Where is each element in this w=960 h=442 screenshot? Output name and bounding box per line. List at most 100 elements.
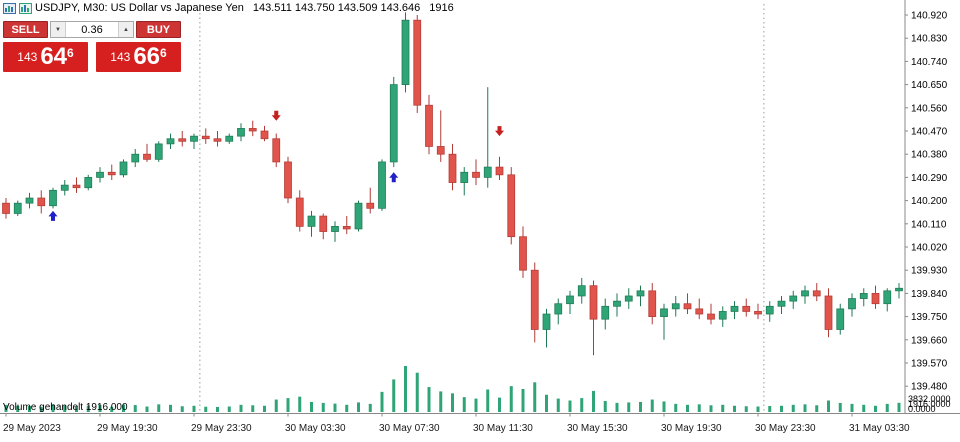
- volume-bar: [462, 397, 466, 412]
- volume-bar: [568, 400, 572, 412]
- candle-body: [589, 285, 598, 320]
- candle-body: [436, 146, 445, 155]
- volume-bar: [897, 402, 901, 412]
- candle-body: [13, 202, 22, 214]
- volume-bar: [815, 405, 819, 412]
- candle-body: [507, 174, 516, 238]
- chart-header: USDJPY, M30: US Dollar vs Japanese Yen 1…: [3, 2, 454, 14]
- volume-bar: [838, 402, 842, 412]
- candle-body: [742, 305, 751, 312]
- candle-body: [166, 138, 175, 145]
- volume-bar: [415, 372, 419, 412]
- lot-increase-button[interactable]: ▲: [118, 22, 133, 37]
- date-axis-label: 30 May 19:30: [661, 423, 722, 434]
- candle-body: [307, 215, 316, 227]
- volume-bar: [16, 405, 20, 412]
- volume-bar: [216, 406, 219, 412]
- candle-body: [836, 308, 845, 330]
- volume-bar: [474, 398, 478, 412]
- candle-body: [342, 226, 351, 230]
- volume-bar: [885, 403, 889, 412]
- candle-body: [542, 313, 551, 330]
- candle-body: [295, 197, 304, 227]
- candle-body: [483, 166, 492, 178]
- volume-bar: [697, 404, 701, 412]
- one-click-trading-panel: SELL ▼ 0.36 ▲ BUY 143 64 6 143 66 6: [3, 21, 181, 72]
- ohlc-values: 143.511 143.750 143.509 143.646: [252, 2, 421, 14]
- price-axis-label: 139.930: [911, 266, 948, 277]
- price-axis-label: 140.200: [911, 196, 948, 207]
- candle-body: [425, 104, 433, 147]
- volume-bar: [239, 404, 243, 412]
- volume-bar: [709, 405, 713, 412]
- volume-bar: [157, 404, 161, 412]
- lot-size-input[interactable]: 0.36: [81, 23, 103, 36]
- volume-bar: [639, 401, 642, 412]
- indicator-window-icon[interactable]: [19, 2, 32, 14]
- volume-bar: [721, 404, 725, 412]
- volume-bar: [51, 404, 55, 412]
- chart-window-icon[interactable]: [3, 2, 16, 14]
- lot-decrease-button[interactable]: ▼: [51, 22, 66, 37]
- price-axis-label: 140.470: [911, 127, 948, 138]
- buy-price-prefix: 143: [110, 50, 131, 64]
- price-axis-label: 140.920: [911, 11, 948, 22]
- volume-bar: [768, 406, 772, 412]
- volume-bar: [357, 402, 360, 412]
- volume-bar: [404, 366, 407, 412]
- volume-bar: [169, 404, 172, 412]
- sell-price-prefix: 143: [17, 50, 38, 64]
- candle-body: [765, 305, 774, 315]
- sell-price-big: 64: [40, 43, 68, 70]
- sell-price-button[interactable]: 143 64 6: [3, 42, 88, 72]
- candle-body: [895, 287, 903, 292]
- buy-button[interactable]: BUY: [136, 21, 181, 38]
- candle-body: [530, 269, 539, 330]
- price-axis-label: 140.740: [911, 57, 948, 68]
- volume-bar: [627, 402, 631, 412]
- candle-body: [154, 143, 163, 160]
- date-axis-label: 30 May 15:30: [567, 423, 628, 434]
- volume-bar: [545, 394, 548, 412]
- price-axis-label: 140.560: [911, 103, 948, 114]
- candle-body: [60, 184, 69, 191]
- candle-body: [248, 128, 257, 132]
- buy-arrow-marker: [48, 210, 58, 221]
- volume-bar: [392, 379, 396, 412]
- volume-bar: [827, 400, 830, 412]
- date-axis-label: 31 May 03:30: [849, 423, 910, 434]
- volume-bar: [662, 401, 666, 412]
- symbol-period-label: USDJPY, M30:: [35, 2, 108, 14]
- volume-bar: [122, 404, 125, 412]
- volume-axis-label: 0.0000: [908, 404, 936, 414]
- volume-axis-label: 3832.0000: [908, 394, 951, 404]
- candle-body: [754, 311, 762, 315]
- price-axis-label: 139.750: [911, 312, 948, 323]
- date-axis-label: 29 May 2023: [3, 423, 61, 434]
- candle-body: [107, 171, 116, 176]
- candle-body: [601, 305, 610, 320]
- candle-body: [2, 202, 10, 214]
- volume-bar: [533, 382, 537, 412]
- candle-body: [49, 189, 57, 207]
- buy-price-button[interactable]: 143 66 6: [96, 42, 181, 72]
- candle-body: [730, 305, 739, 312]
- sell-button[interactable]: SELL: [3, 21, 48, 38]
- volume-bar: [509, 386, 513, 412]
- candle-body: [695, 308, 704, 315]
- volume-bar: [498, 397, 501, 412]
- volume-bar: [791, 404, 795, 412]
- candle-body: [859, 293, 868, 299]
- volume-axis-label: 1916.0000: [908, 399, 951, 409]
- volume-bar: [803, 404, 807, 412]
- volume-bar: [333, 403, 337, 412]
- candle-body: [648, 290, 657, 317]
- candle-body: [671, 303, 680, 310]
- volume-bar: [874, 405, 877, 412]
- price-axis-label: 140.110: [911, 219, 947, 230]
- candle-body: [801, 290, 809, 297]
- volume-bar: [580, 398, 584, 412]
- volume-bar: [298, 396, 302, 412]
- volume-bar: [75, 406, 78, 412]
